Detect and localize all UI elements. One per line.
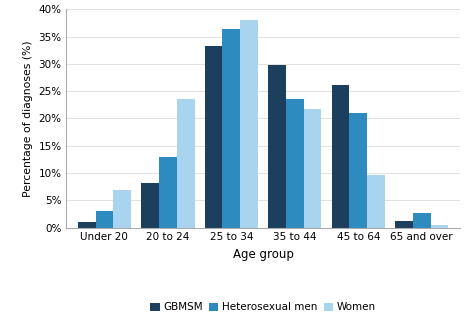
Bar: [96, 211, 113, 228]
Bar: [113, 191, 131, 228]
Bar: [304, 109, 321, 228]
Bar: [413, 213, 430, 228]
Bar: [332, 85, 349, 228]
Bar: [141, 183, 159, 228]
Bar: [430, 225, 448, 228]
Bar: [349, 113, 367, 228]
Bar: [268, 65, 286, 228]
Bar: [240, 20, 258, 228]
Bar: [367, 175, 385, 228]
Bar: [395, 221, 413, 228]
Bar: [159, 157, 177, 228]
Legend: GBMSM, Heterosexual men, Women: GBMSM, Heterosexual men, Women: [146, 298, 380, 316]
Bar: [78, 222, 96, 228]
X-axis label: Age group: Age group: [233, 248, 293, 261]
Bar: [222, 28, 240, 228]
Bar: [177, 100, 194, 228]
Bar: [286, 100, 304, 228]
Y-axis label: Percentage of diagnoses (%): Percentage of diagnoses (%): [23, 40, 33, 197]
Bar: [205, 46, 222, 228]
